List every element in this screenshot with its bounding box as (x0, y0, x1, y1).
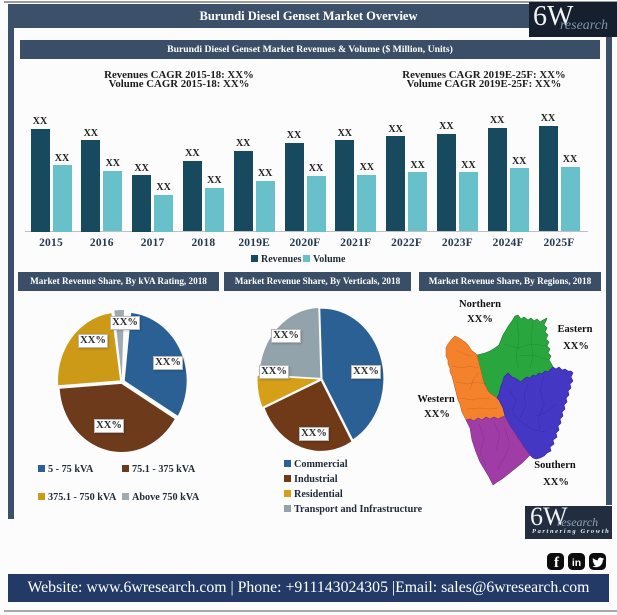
svg-text:f: f (554, 555, 560, 571)
svg-text:in: in (572, 557, 581, 569)
